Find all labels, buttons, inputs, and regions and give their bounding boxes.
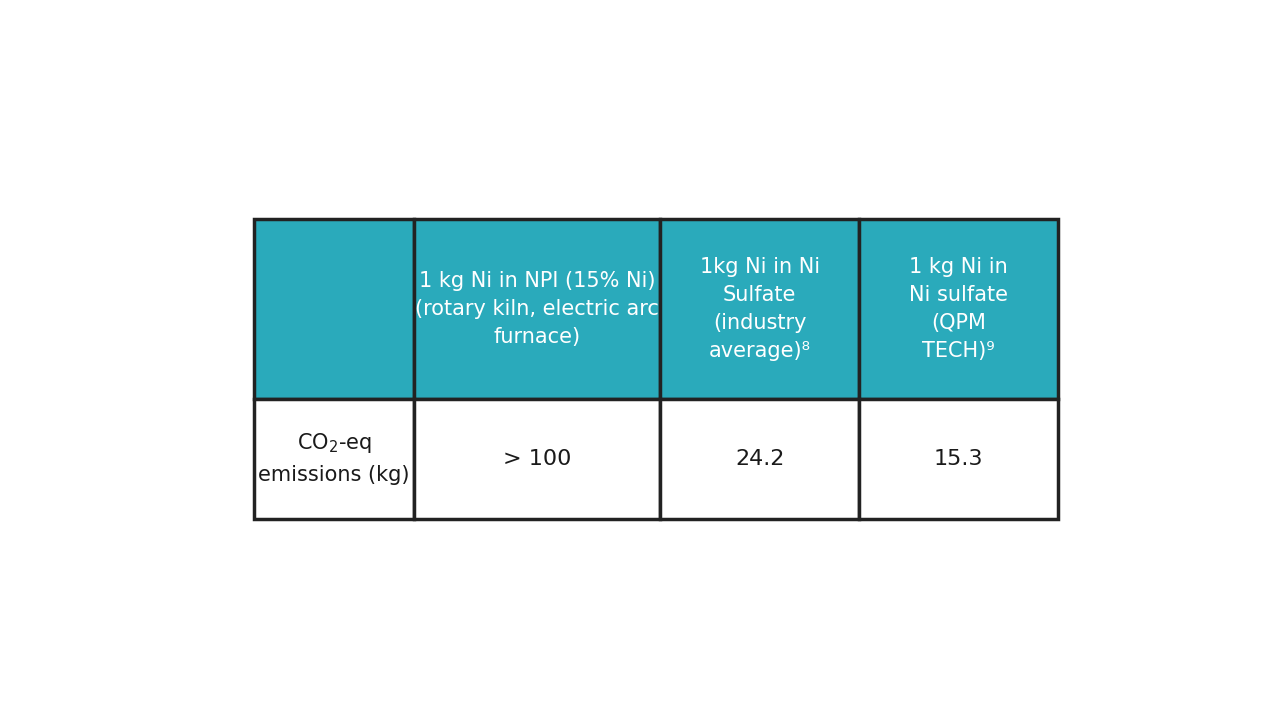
Bar: [660, 220, 859, 399]
Bar: [660, 399, 859, 519]
Text: CO$_2$-eq: CO$_2$-eq: [297, 431, 371, 455]
Text: > 100: > 100: [503, 449, 571, 469]
Text: emissions (kg): emissions (kg): [259, 464, 410, 485]
Bar: [415, 220, 660, 399]
Text: 1 kg Ni in
Ni sulfate
(QPM
TECH)⁹: 1 kg Ni in Ni sulfate (QPM TECH)⁹: [909, 257, 1007, 361]
Text: 1kg Ni in Ni
Sulfate
(industry
average)⁸: 1kg Ni in Ni Sulfate (industry average)⁸: [700, 257, 819, 361]
Bar: [859, 220, 1057, 399]
Bar: [415, 399, 660, 519]
Text: 24.2: 24.2: [735, 449, 785, 469]
Bar: [255, 220, 415, 399]
Text: 1 kg Ni in NPI (15% Ni)
(rotary kiln, electric arc
furnace): 1 kg Ni in NPI (15% Ni) (rotary kiln, el…: [415, 271, 659, 347]
Bar: [255, 399, 415, 519]
Text: 15.3: 15.3: [933, 449, 983, 469]
Bar: [859, 399, 1057, 519]
